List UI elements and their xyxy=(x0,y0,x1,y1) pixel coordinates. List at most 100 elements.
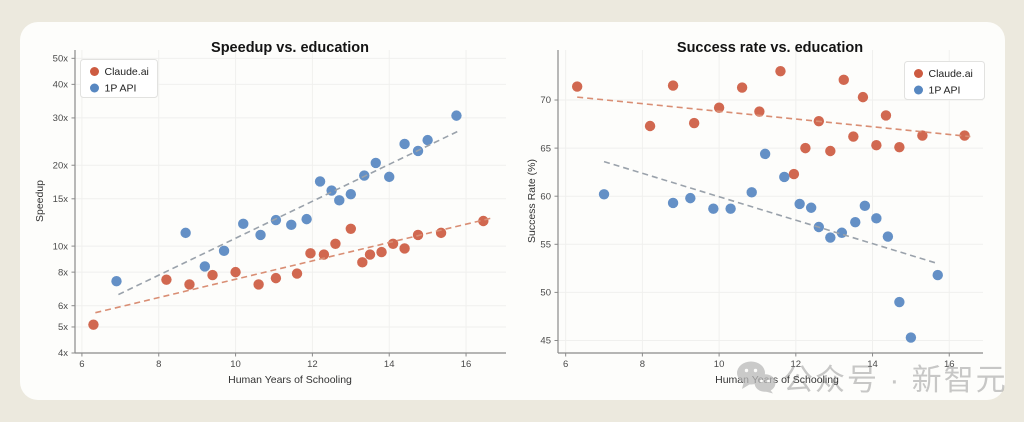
scatter-point xyxy=(746,187,757,198)
charts-card xyxy=(20,22,1005,400)
scatter-point xyxy=(301,213,312,225)
y-tick-label: 45 xyxy=(540,336,551,347)
scatter-point xyxy=(667,80,679,91)
trend-line xyxy=(95,217,492,314)
y-tick-label: 50 xyxy=(540,288,551,299)
trend-line xyxy=(603,160,938,265)
scatter-point xyxy=(932,269,943,281)
scatter-point xyxy=(230,266,241,278)
y-tick-label: 5x xyxy=(58,322,68,333)
scatter-point xyxy=(111,276,122,287)
scatter-point xyxy=(334,195,345,206)
scatter-point xyxy=(318,249,330,260)
scatter-point xyxy=(788,168,800,180)
scatter-point xyxy=(708,203,719,214)
scatter-point xyxy=(825,232,836,243)
scatter-point xyxy=(451,110,462,121)
scatter-point xyxy=(184,279,195,290)
scatter-point xyxy=(725,203,736,214)
y-tick-label: 15x xyxy=(53,194,69,205)
y-tick-label: 65 xyxy=(540,143,551,154)
scatter-point xyxy=(880,110,892,121)
x-tick-label: 16 xyxy=(461,359,472,370)
scatter-point xyxy=(759,148,771,160)
scatter-point xyxy=(399,138,410,150)
scatter-point xyxy=(435,227,447,239)
scatter-point xyxy=(598,189,610,200)
scatter-point xyxy=(218,245,230,257)
x-tick-label: 8 xyxy=(156,359,161,370)
legend-item-label: 1P API xyxy=(929,85,961,97)
scatter-point xyxy=(800,142,811,154)
scatter-point xyxy=(838,74,849,86)
scatter-point xyxy=(387,238,399,249)
scatter-point xyxy=(422,134,433,146)
legend-marker xyxy=(914,85,923,95)
legend-marker xyxy=(90,67,99,76)
legend xyxy=(904,61,985,100)
scatter-point xyxy=(713,102,725,113)
scatter-point xyxy=(779,171,790,183)
y-tick-label: 55 xyxy=(540,240,551,251)
y-tick-label: 40x xyxy=(53,80,69,91)
scatter-point xyxy=(905,332,917,343)
scatter-point xyxy=(688,117,700,129)
scatter-point xyxy=(207,269,218,281)
scatter-point xyxy=(199,261,211,272)
scatter-point xyxy=(685,192,696,204)
speedup-chart: 6 8 10 12 14 16 4x 5x 6x 8x 10x 15x 20x 30x 40x 50x Clau… xyxy=(30,30,525,396)
y-tick-label: 8x xyxy=(58,267,68,278)
chart-title: Success rate vs. education xyxy=(677,40,863,56)
scatter-point xyxy=(571,81,583,92)
scatter-point xyxy=(161,274,172,285)
x-tick-label: 6 xyxy=(79,359,84,370)
scatter-point xyxy=(270,272,282,284)
y-axis-label: Success Rate (%) xyxy=(526,159,538,243)
scatter-point xyxy=(314,176,326,187)
x-axis-label: Human Years of Schooling xyxy=(228,374,352,386)
scatter-point xyxy=(345,223,357,234)
chart-svg: 6 8 10 12 14 16 45 50 55 60 65 70 Claude.ai 1P API Suc… xyxy=(526,40,985,386)
scatter-point xyxy=(376,246,387,258)
y-tick-label: 4x xyxy=(58,348,68,359)
scatter-point xyxy=(180,227,191,239)
y-tick-label: 10x xyxy=(53,241,69,252)
x-tick-label: 14 xyxy=(867,359,878,370)
scatter-point xyxy=(238,218,249,230)
scatter-point xyxy=(894,141,905,153)
x-tick-label: 14 xyxy=(384,359,395,370)
scatter-point xyxy=(859,200,871,212)
y-tick-label: 6x xyxy=(58,301,68,312)
scatter-point xyxy=(644,120,656,132)
trend-line xyxy=(577,96,971,138)
scatter-point xyxy=(370,157,381,169)
success-rate-chart: 6 8 10 12 14 16 45 50 55 60 65 70 Claude.ai 1P API Suc… xyxy=(525,30,1024,396)
x-tick-label: 10 xyxy=(714,359,725,370)
legend-marker xyxy=(90,83,99,93)
scatter-point xyxy=(270,214,282,226)
scatter-point xyxy=(775,65,786,77)
trend-line xyxy=(118,130,459,296)
scatter-point xyxy=(871,213,882,224)
x-tick-label: 8 xyxy=(640,359,645,370)
scatter-point xyxy=(88,319,99,330)
chart-svg: 6 8 10 12 14 16 4x 5x 6x 8x 10x 15x 20x 30x 40x 50x Clau… xyxy=(34,40,506,386)
scatter-point xyxy=(871,140,882,151)
chart-title: Speedup vs. education xyxy=(211,40,369,56)
x-tick-label: 6 xyxy=(563,359,568,370)
scatter-point xyxy=(399,243,410,254)
y-tick-label: 30x xyxy=(53,113,69,124)
legend-item-label: 1P API xyxy=(105,83,137,95)
scatter-point xyxy=(384,171,395,183)
scatter-point xyxy=(894,296,905,308)
x-tick-label: 12 xyxy=(307,359,318,370)
scatter-point xyxy=(754,106,765,117)
scatter-point xyxy=(291,268,303,279)
scatter-point xyxy=(286,219,297,231)
scatter-point xyxy=(364,249,376,260)
scatter-point xyxy=(794,198,805,210)
scatter-point xyxy=(917,130,928,141)
scatter-point xyxy=(253,279,264,290)
scatter-point xyxy=(959,130,970,141)
scatter-point xyxy=(305,248,316,259)
